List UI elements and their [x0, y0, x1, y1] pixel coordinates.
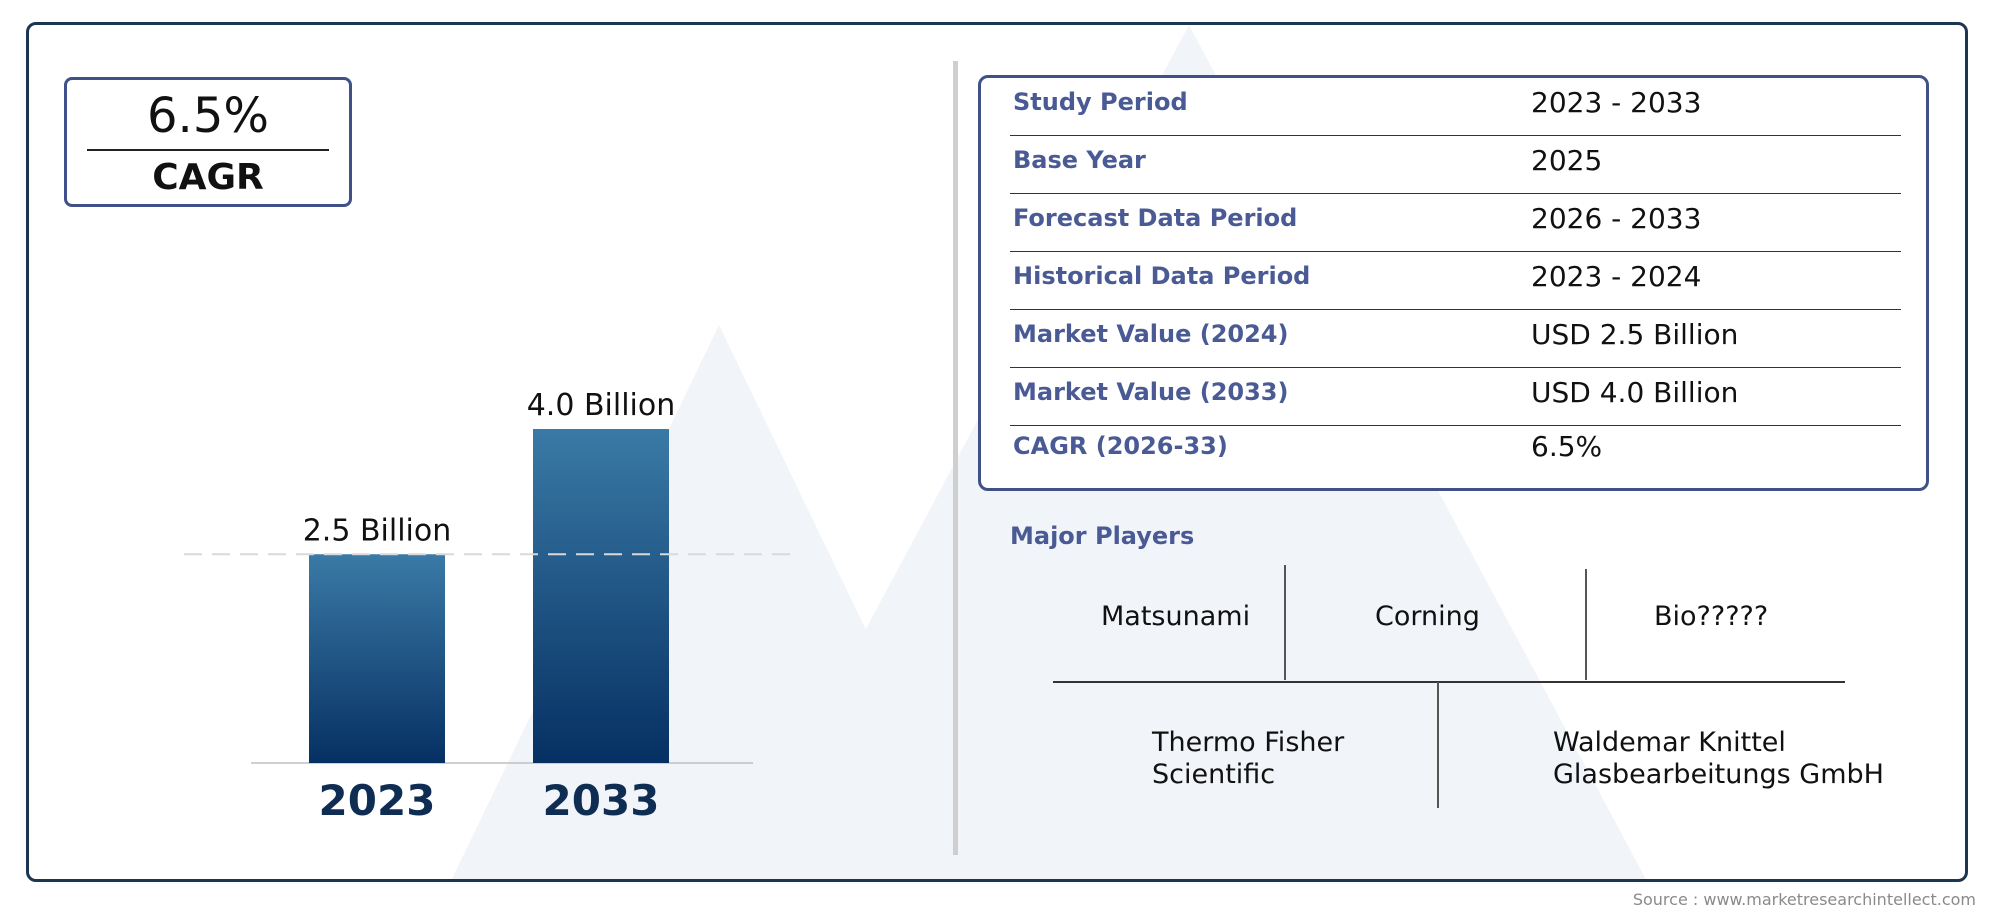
source-credit: Source : www.marketresearchintellect.com [1632, 890, 1976, 909]
category-label: 2023 [319, 776, 436, 825]
info-value: 2023 - 2024 [1531, 260, 1702, 293]
info-key: Market Value (2033) [1013, 378, 1289, 406]
info-key: Historical Data Period [1013, 262, 1311, 290]
market-info-table: Study Period 2023 - 2033 Base Year 2025 … [978, 75, 1929, 491]
players-row-divider [1053, 681, 1845, 683]
info-row-forecast-period: Forecast Data Period 2026 - 2033 [1010, 194, 1901, 252]
info-value: USD 2.5 Billion [1531, 318, 1739, 351]
bar-2033 [533, 429, 669, 763]
info-value: USD 4.0 Billion [1531, 376, 1739, 409]
info-row-study-period: Study Period 2023 - 2033 [1010, 78, 1901, 136]
info-key: Base Year [1013, 146, 1146, 174]
info-key: Study Period [1013, 88, 1188, 116]
info-row-historical-period: Historical Data Period 2023 - 2024 [1010, 252, 1901, 310]
major-players-title: Major Players [1010, 522, 1195, 550]
player-name-line: Scientific [1152, 759, 1276, 790]
info-row-base-year: Base Year 2025 [1010, 136, 1901, 194]
bar-value-label: 4.0 Billion [527, 388, 676, 423]
cagr-value: 6.5% [147, 88, 269, 144]
bar-value-label: 2.5 Billion [303, 513, 452, 548]
info-row-market-value-2033: Market Value (2033) USD 4.0 Billion [1010, 368, 1901, 426]
player-waldemar-knittel: Waldemar Knittel Glasbearbeitungs GmbH [1553, 727, 1884, 791]
player-corning: Corning [1375, 601, 1480, 632]
players-divider [1284, 565, 1286, 680]
bar-2023 [309, 554, 445, 763]
info-value: 2026 - 2033 [1531, 202, 1702, 235]
player-name-line: Thermo Fisher [1152, 727, 1345, 758]
info-row-cagr: CAGR (2026-33) 6.5% [1010, 422, 1901, 480]
bar-chart: 2.5 Billion 2023 4.0 Billion 2033 [184, 388, 794, 825]
info-value: 2025 [1531, 144, 1603, 177]
info-row-market-value-2024: Market Value (2024) USD 2.5 Billion [1010, 310, 1901, 368]
cagr-divider [87, 149, 329, 151]
player-matsunami: Matsunami [1101, 601, 1251, 632]
info-key: Forecast Data Period [1013, 204, 1298, 232]
players-divider [1437, 682, 1439, 808]
cagr-label: CAGR [152, 157, 264, 198]
infographic-frame: 6.5% CAGR 2.5 Billion 2023 4.0 Billion 2033… [26, 22, 1968, 882]
player-thermo-fisher: Thermo Fisher Scientific [1152, 727, 1344, 791]
player-bio: Bio????? [1654, 601, 1769, 632]
player-name-line: Waldemar Knittel [1553, 727, 1786, 758]
info-key: Market Value (2024) [1013, 320, 1289, 348]
players-divider [1585, 569, 1587, 680]
category-label: 2033 [543, 776, 660, 825]
cagr-box: 6.5% CAGR [64, 77, 352, 207]
player-name-line: Glasbearbeitungs GmbH [1553, 759, 1884, 790]
info-value: 2023 - 2033 [1531, 86, 1702, 119]
panel-divider [953, 61, 958, 855]
info-value: 6.5% [1531, 430, 1603, 463]
info-key: CAGR (2026-33) [1013, 432, 1228, 460]
